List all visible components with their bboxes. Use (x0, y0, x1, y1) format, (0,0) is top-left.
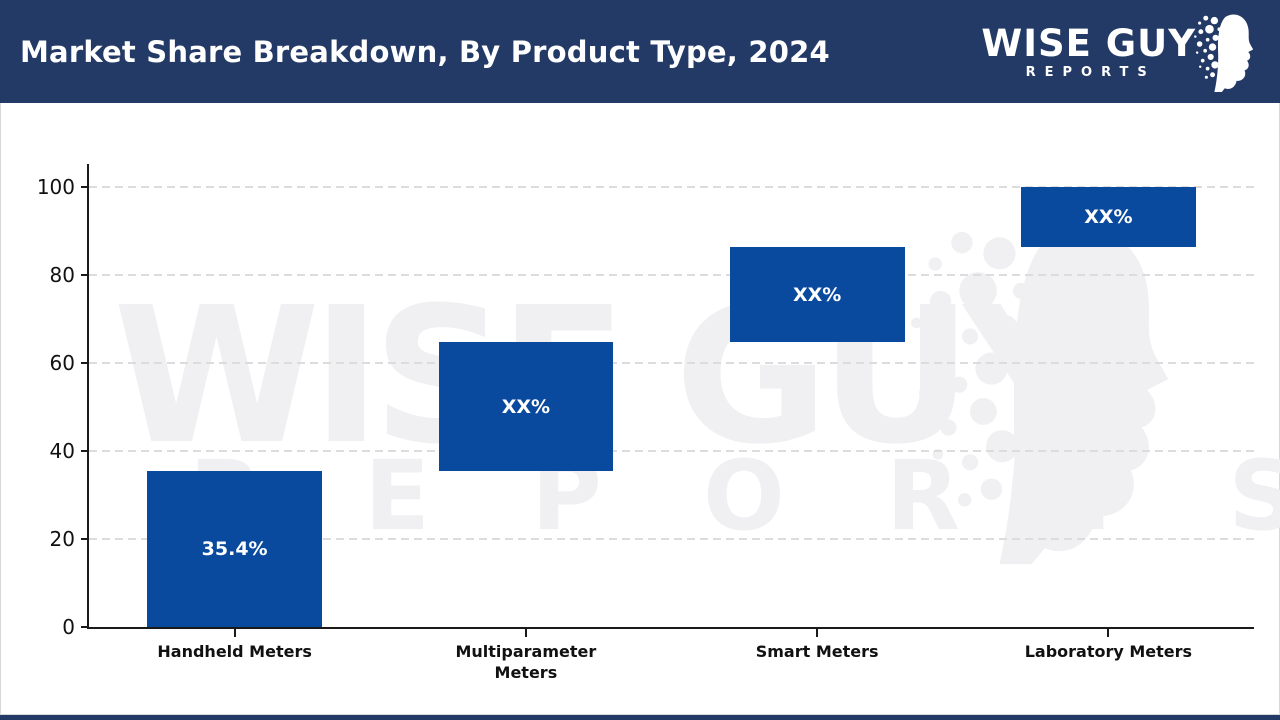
y-tick-mark (81, 186, 88, 188)
y-tick-label: 80 (49, 263, 75, 287)
x-category-label: Smart Meters (755, 642, 879, 661)
y-tick-label: 20 (49, 527, 75, 551)
x-tick-mark (524, 629, 527, 637)
y-tick-mark (81, 626, 88, 628)
y-tick-label: 40 (49, 439, 75, 463)
y-gridline (89, 450, 1254, 452)
y-tick-mark (81, 450, 88, 452)
bar-value-label: 35.4% (201, 538, 268, 561)
y-tick-mark (81, 538, 88, 540)
logo: WISE GUY REPORTS (981, 12, 1254, 92)
x-tick-mark (233, 629, 236, 637)
x-category-label: Laboratory Meters (1024, 642, 1193, 661)
footer-bar (0, 714, 1280, 720)
y-tick-label: 100 (36, 175, 75, 199)
bar-multiparameter-meters: XX% (438, 341, 614, 472)
y-gridline (89, 186, 1254, 188)
x-tick-mark (1107, 629, 1110, 637)
page-title: Market Share Breakdown, By Product Type,… (20, 34, 830, 69)
y-tick-label: 60 (49, 351, 75, 375)
y-tick-mark (81, 274, 88, 276)
bar-value-label: XX% (792, 283, 842, 306)
x-category-label: Handheld Meters (157, 642, 312, 661)
y-axis-spine (87, 164, 89, 629)
bar-value-label: XX% (501, 395, 551, 418)
logo-text: WISE GUY REPORTS (981, 25, 1196, 79)
y-gridline (89, 538, 1254, 540)
y-gridline (89, 362, 1254, 364)
logo-subtitle: REPORTS (1025, 64, 1156, 80)
y-tick-mark (81, 362, 88, 364)
logo-wordmark: WISE GUY (981, 21, 1196, 65)
bar-smart-meters: XX% (729, 247, 905, 342)
bar-value-label: XX% (1084, 206, 1133, 229)
x-category-label: Multiparameter Meters (455, 642, 597, 682)
x-tick-mark (816, 629, 819, 637)
chart-area: WISE GUY R E P O R T S 0 20 40 60 80 100 35.4%… (0, 103, 1280, 716)
x-axis-spine (87, 627, 1254, 629)
bar-laboratory-meters: XX% (1021, 187, 1196, 248)
y-gridline (89, 274, 1254, 276)
y-tick-label: 0 (62, 615, 75, 639)
header-bar: Market Share Breakdown, By Product Type,… (0, 0, 1280, 103)
bar-handheld-meters: 35.4% (147, 471, 322, 627)
